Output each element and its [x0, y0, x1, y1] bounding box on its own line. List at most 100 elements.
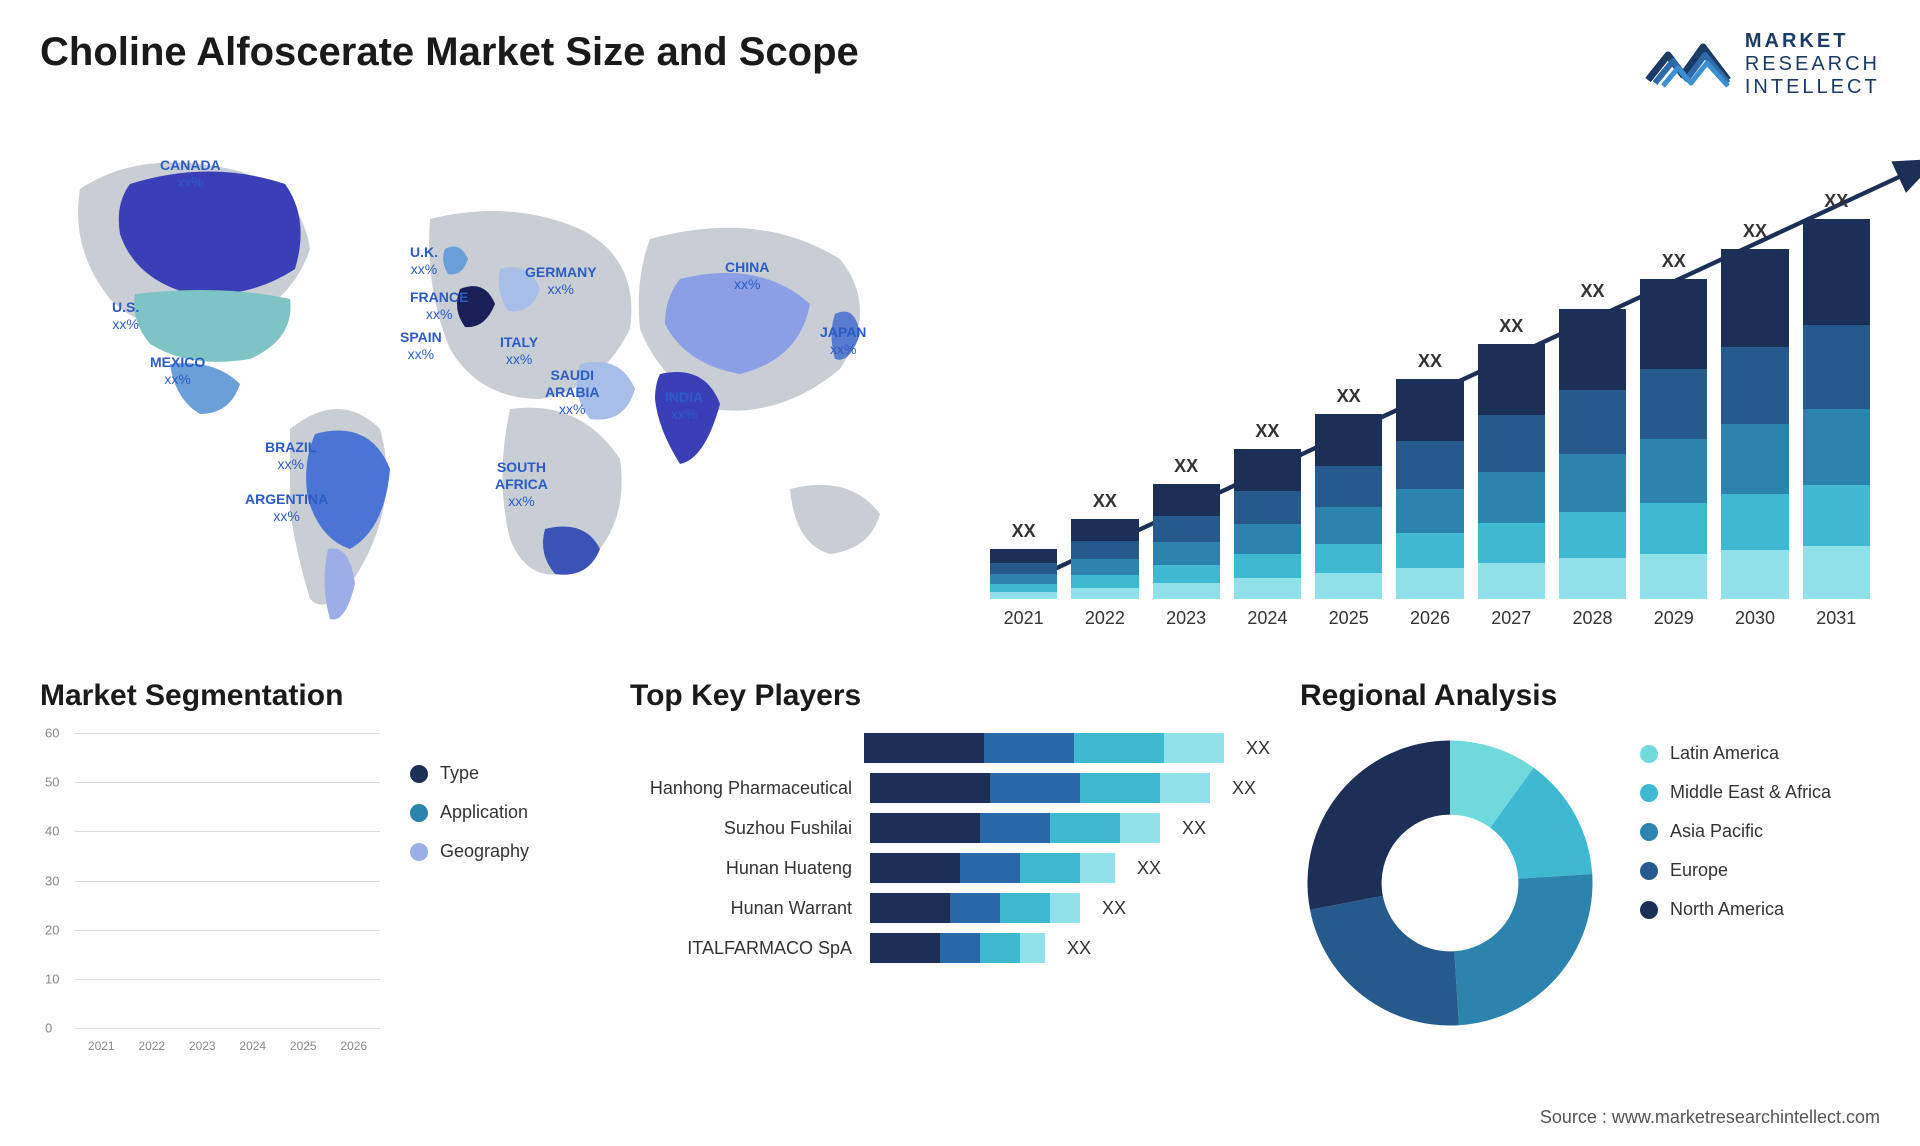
player-row: Hunan Warrant XX	[630, 893, 1270, 923]
growth-chart: XXXXXXXXXXXXXXXXXXXXXX 20212022202320242…	[960, 129, 1880, 639]
legend-label: Europe	[1670, 860, 1728, 881]
logo-wave-icon	[1643, 35, 1733, 95]
seg-ylabel: 40	[45, 824, 59, 839]
regional-legend: Latin AmericaMiddle East & AfricaAsia Pa…	[1640, 743, 1831, 920]
legend-item: Europe	[1640, 860, 1831, 881]
growth-bar-label: XX	[1093, 491, 1117, 512]
player-value: XX	[1137, 858, 1161, 879]
growth-xlabel: 2025	[1315, 608, 1382, 629]
player-row: Hanhong Pharmaceutical XX	[630, 773, 1270, 803]
map-label: SPAINxx%	[400, 329, 442, 363]
growth-xlabel: 2023	[1153, 608, 1220, 629]
growth-bar: XX	[1559, 309, 1626, 599]
legend-item: Type	[410, 763, 529, 784]
player-name: Hunan Warrant	[630, 898, 860, 919]
player-value: XX	[1232, 778, 1256, 799]
growth-bar-label: XX	[1255, 421, 1279, 442]
map-label: SAUDIARABIAxx%	[545, 367, 599, 417]
growth-xlabel: 2024	[1234, 608, 1301, 629]
growth-bar-label: XX	[1743, 221, 1767, 242]
header: Choline Alfoscerate Market Size and Scop…	[40, 30, 1880, 99]
map-label: INDIAxx%	[665, 389, 703, 423]
growth-bar-label: XX	[1662, 251, 1686, 272]
growth-xlabel: 2031	[1803, 608, 1870, 629]
map-label: MEXICOxx%	[150, 354, 205, 388]
growth-xlabel: 2026	[1396, 608, 1463, 629]
growth-bar-label: XX	[1012, 521, 1036, 542]
growth-xlabel: 2030	[1721, 608, 1788, 629]
growth-bar: XX	[1640, 279, 1707, 599]
growth-bar: XX	[1071, 519, 1138, 599]
legend-label: North America	[1670, 899, 1784, 920]
seg-ylabel: 50	[45, 775, 59, 790]
player-name: Hunan Huateng	[630, 858, 860, 879]
regional-title: Regional Analysis	[1300, 679, 1880, 713]
bottom-row: Market Segmentation 0102030405060 202120…	[40, 679, 1880, 1053]
seg-ylabel: 30	[45, 873, 59, 888]
world-map: CANADAxx%U.S.xx%MEXICOxx%BRAZILxx%ARGENT…	[40, 129, 920, 639]
growth-bar: XX	[1803, 219, 1870, 599]
player-name: ITALFARMACO SpA	[630, 938, 860, 959]
seg-ylabel: 0	[45, 1021, 52, 1036]
legend-item: Asia Pacific	[1640, 821, 1831, 842]
growth-bar-label: XX	[1418, 351, 1442, 372]
donut-slice	[1454, 874, 1592, 1025]
legend-item: Latin America	[1640, 743, 1831, 764]
players-panel: Top Key Players XXHanhong Pharmaceutical…	[630, 679, 1270, 1053]
map-usa	[134, 290, 291, 362]
player-name: Hanhong Pharmaceutical	[630, 778, 860, 799]
player-value: XX	[1067, 938, 1091, 959]
page-title: Choline Alfoscerate Market Size and Scop…	[40, 30, 859, 75]
donut-slice	[1310, 896, 1459, 1026]
growth-xlabel: 2022	[1071, 608, 1138, 629]
seg-xlabel: 2023	[182, 1039, 223, 1053]
growth-bar-label: XX	[1499, 316, 1523, 337]
map-label: U.K.xx%	[410, 244, 438, 278]
seg-ylabel: 10	[45, 971, 59, 986]
segmentation-chart: 0102030405060 202120222023202420252026	[40, 733, 380, 1053]
regional-donut-chart	[1300, 733, 1600, 1033]
seg-xlabel: 2024	[233, 1039, 274, 1053]
logo-text: MARKET RESEARCH INTELLECT	[1745, 30, 1880, 99]
player-bar	[864, 733, 1224, 763]
growth-bar-label: XX	[1824, 191, 1848, 212]
seg-ylabel: 20	[45, 922, 59, 937]
map-label: U.S.xx%	[112, 299, 139, 333]
legend-swatch-icon	[1640, 823, 1658, 841]
growth-bar: XX	[1396, 379, 1463, 599]
legend-label: Application	[440, 802, 528, 823]
player-bar	[870, 933, 1045, 963]
map-label: FRANCExx%	[410, 289, 468, 323]
legend-item: Geography	[410, 841, 529, 862]
player-row: XX	[630, 733, 1270, 763]
growth-bar: XX	[990, 549, 1057, 599]
growth-bar: XX	[1234, 449, 1301, 599]
legend-swatch-icon	[410, 804, 428, 822]
map-label: ITALYxx%	[500, 334, 538, 368]
legend-swatch-icon	[1640, 901, 1658, 919]
growth-xlabel: 2028	[1559, 608, 1626, 629]
player-value: XX	[1102, 898, 1126, 919]
legend-swatch-icon	[1640, 745, 1658, 763]
legend-item: North America	[1640, 899, 1831, 920]
growth-bar: XX	[1153, 484, 1220, 599]
growth-bar: XX	[1478, 344, 1545, 599]
map-label: GERMANYxx%	[525, 264, 597, 298]
growth-bar: XX	[1315, 414, 1382, 599]
map-label: JAPANxx%	[820, 324, 866, 358]
player-row: Suzhou FushilaiXX	[630, 813, 1270, 843]
player-bar	[870, 893, 1080, 923]
regional-panel: Regional Analysis Latin AmericaMiddle Ea…	[1300, 679, 1880, 1053]
legend-label: Latin America	[1670, 743, 1779, 764]
legend-item: Application	[410, 802, 529, 823]
map-label: CHINAxx%	[725, 259, 769, 293]
legend-swatch-icon	[410, 843, 428, 861]
player-value: XX	[1246, 738, 1270, 759]
segmentation-title: Market Segmentation	[40, 679, 600, 713]
legend-label: Asia Pacific	[1670, 821, 1763, 842]
player-name: Suzhou Fushilai	[630, 818, 860, 839]
growth-xlabel: 2029	[1640, 608, 1707, 629]
brand-logo: MARKET RESEARCH INTELLECT	[1643, 30, 1880, 99]
growth-xlabel: 2021	[990, 608, 1057, 629]
map-label: SOUTHAFRICAxx%	[495, 459, 548, 509]
